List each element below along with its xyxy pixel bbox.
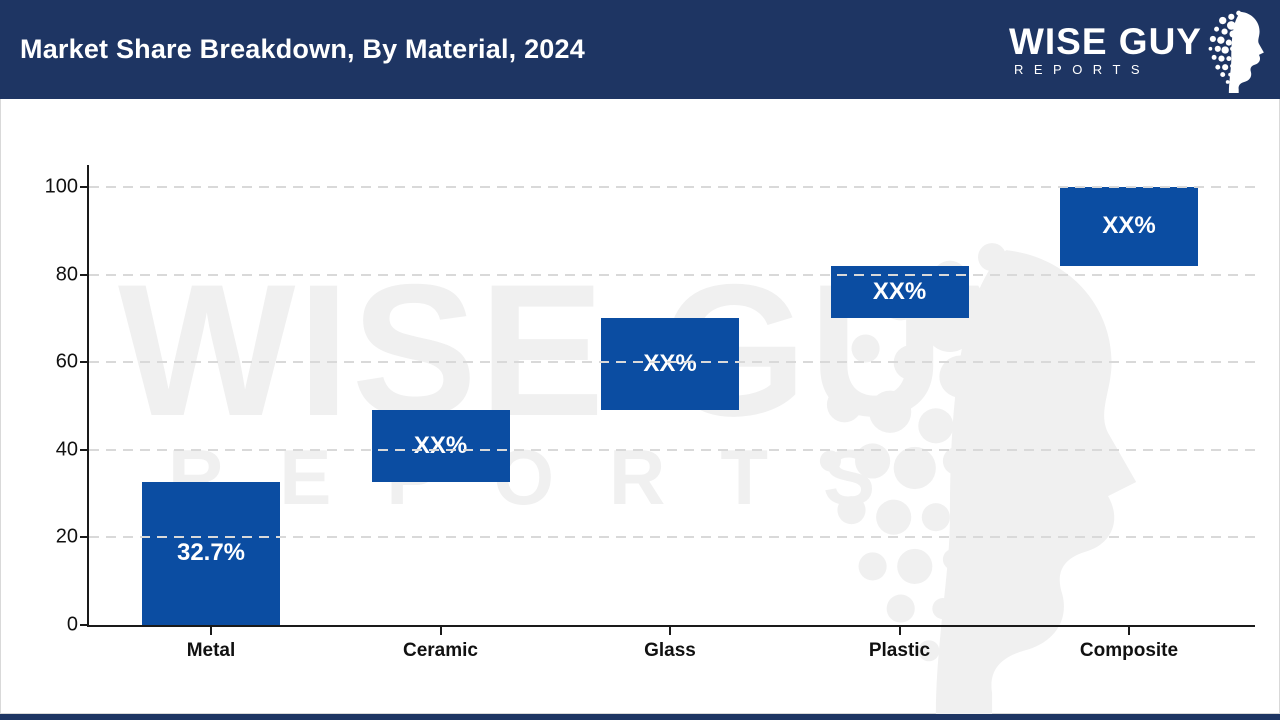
- bar: XX%: [1060, 187, 1198, 266]
- wise-guy-logo: WISE GUY REPORTS: [1009, 7, 1266, 93]
- y-tick-label: 100: [44, 175, 78, 198]
- y-tick-label: 80: [55, 263, 78, 286]
- gridline: [89, 536, 1255, 539]
- category-label: Composite: [1079, 640, 1179, 661]
- gridline: [89, 448, 1255, 451]
- y-tick: [80, 624, 88, 626]
- bar: 32.7%: [142, 481, 280, 625]
- gridline: [89, 361, 1255, 364]
- y-tick: [80, 536, 88, 539]
- gridline: [89, 186, 1255, 188]
- y-tick-label: 20: [55, 525, 78, 548]
- category-label: Glass: [644, 640, 696, 661]
- x-tick: [210, 627, 212, 635]
- x-tick: [439, 627, 442, 635]
- category-label: Ceramic: [403, 640, 478, 661]
- x-tick: [669, 627, 671, 635]
- bar-value-label: XX%: [413, 432, 468, 460]
- logo-subtitle: REPORTS: [1013, 62, 1151, 77]
- x-tick: [1128, 627, 1130, 635]
- gridline: [89, 273, 1255, 276]
- y-axis-line: [87, 165, 89, 627]
- bar: XX%: [371, 410, 510, 482]
- bar-value-label: 32.7%: [176, 539, 246, 567]
- logo-wordmark: WISE GUY: [1008, 21, 1202, 62]
- bar: XX%: [601, 318, 739, 411]
- x-axis-line: [87, 625, 1255, 627]
- footer-divider: [0, 713, 1280, 714]
- y-tick-label: 0: [66, 613, 78, 636]
- bar-value-label: XX%: [872, 278, 927, 306]
- y-tick: [80, 361, 88, 364]
- category-label: Metal: [186, 640, 236, 661]
- bar-value-label: XX%: [1102, 212, 1156, 240]
- category-label: Plastic: [868, 640, 931, 661]
- y-tick-label: 40: [55, 438, 78, 461]
- y-tick: [80, 186, 88, 188]
- x-tick: [898, 627, 901, 635]
- bar-value-label: XX%: [643, 350, 697, 378]
- header-band: Market Share Breakdown, By Material, 202…: [0, 0, 1280, 99]
- watermark-subtitle: REPORTS: [168, 433, 931, 521]
- footer-band: [0, 714, 1280, 720]
- logo-text: WISE GUY REPORTS: [1009, 23, 1202, 76]
- y-tick-label: 60: [55, 350, 78, 373]
- y-tick: [80, 273, 88, 276]
- page-title: Market Share Breakdown, By Material, 202…: [20, 34, 585, 64]
- y-tick: [80, 448, 88, 451]
